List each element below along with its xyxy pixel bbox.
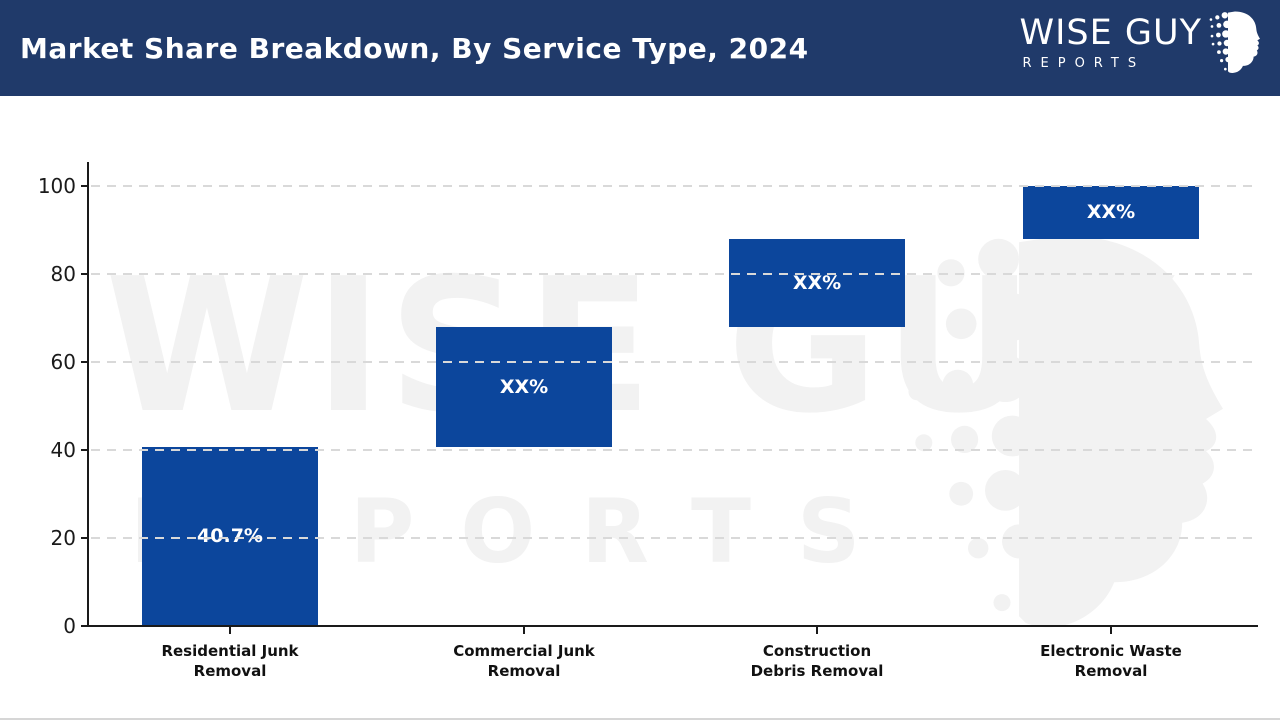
gridline-80: [91, 273, 1258, 275]
logo-text: WISE GUY REPORTS: [1019, 12, 1202, 71]
bar-segment-1: 40.7%: [142, 446, 318, 626]
bar-value-label: XX%: [499, 375, 549, 398]
y-tick-mark-80: [81, 273, 88, 275]
logo-subtitle: REPORTS: [1022, 55, 1146, 71]
chart-title: Market Share Breakdown, By Service Type,…: [20, 31, 809, 65]
y-tick-label-0: 0: [63, 614, 76, 638]
x-tick-mark-3: [816, 626, 818, 634]
wise-guy-logo: WISE GUY REPORTS: [1019, 7, 1268, 79]
watermark-wordmark: WISE GUY: [105, 238, 1178, 454]
y-tick-mark-40: [81, 449, 88, 451]
gridline-20: [91, 537, 1258, 539]
bar-value-label: XX%: [792, 271, 842, 294]
chart-area: WISE GUY REPORTS 0 20 40 60 80 100 40.7% XX% XX%…: [0, 96, 1280, 720]
gridline-40: [91, 449, 1258, 451]
x-tick-mark-1: [229, 626, 231, 634]
y-tick-mark-100: [81, 185, 88, 187]
bar-segment-4: XX%: [1023, 186, 1199, 239]
bottom-border: [0, 718, 1280, 720]
bar-value-label: XX%: [1086, 201, 1136, 224]
y-tick-mark-0: [81, 625, 88, 627]
bar-segment-3: XX%: [729, 238, 905, 327]
bar-segment-2: XX%: [436, 326, 612, 447]
x-tick-mark-2: [523, 626, 525, 634]
x-axis-label-3: Construction Debris Removal: [750, 642, 884, 680]
x-axis-line: [87, 625, 1258, 627]
gridline-100: [91, 185, 1258, 187]
y-tick-mark-60: [81, 361, 88, 363]
y-axis-line: [87, 162, 89, 626]
y-tick-label-40: 40: [50, 438, 76, 462]
x-axis-label-1: Residential Junk Removal: [161, 642, 299, 680]
x-axis-label-4: Electronic Waste Removal: [1040, 642, 1182, 680]
gridline-60: [91, 361, 1258, 363]
x-tick-mark-4: [1110, 626, 1112, 634]
x-axis-label-2: Commercial Junk Removal: [453, 642, 595, 680]
y-tick-label-20: 20: [50, 526, 76, 550]
y-tick-label-60: 60: [50, 350, 76, 374]
y-tick-mark-20: [81, 537, 88, 539]
y-tick-label-80: 80: [50, 262, 76, 286]
y-tick-label-100: 100: [37, 174, 76, 198]
bar-value-label: 40.7%: [197, 525, 263, 548]
logo-wordmark: WISE GUY: [1019, 12, 1202, 53]
header-bar: Market Share Breakdown, By Service Type,…: [0, 0, 1280, 96]
watermark-head-icon: [901, 235, 1223, 628]
logo-head-icon: [1209, 11, 1260, 74]
